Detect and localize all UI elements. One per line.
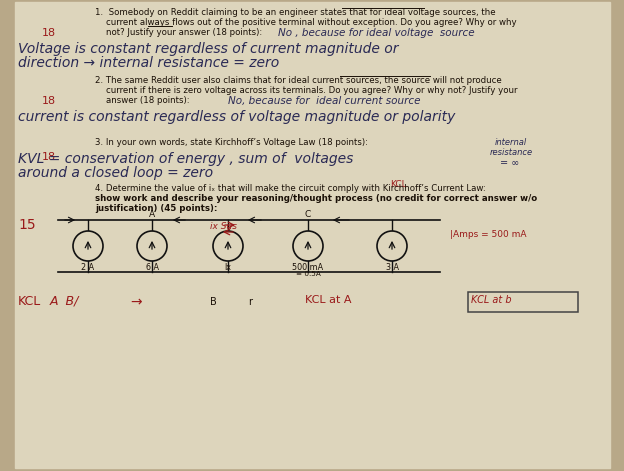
Text: |Amps = 500 mA: |Amps = 500 mA bbox=[450, 230, 527, 239]
Text: = 0.5A: = 0.5A bbox=[296, 271, 321, 277]
Text: direction → internal resistance = zero: direction → internal resistance = zero bbox=[18, 56, 280, 70]
Text: 15: 15 bbox=[18, 218, 36, 232]
Circle shape bbox=[293, 231, 323, 261]
Text: current always flows out of the positive terminal without exception. Do you agre: current always flows out of the positive… bbox=[95, 18, 517, 27]
Text: justification) (45 points):: justification) (45 points): bbox=[95, 204, 217, 213]
Text: 2. The same Reddit user also claims that for ideal current sources, the source w: 2. The same Reddit user also claims that… bbox=[95, 76, 502, 85]
Text: internal: internal bbox=[495, 138, 527, 147]
Text: 3 A: 3 A bbox=[386, 263, 399, 272]
Text: No , because for ideal voltage  source: No , because for ideal voltage source bbox=[278, 28, 475, 38]
Text: C: C bbox=[305, 210, 311, 219]
Text: Ix: Ix bbox=[225, 263, 232, 272]
Text: = ∞: = ∞ bbox=[500, 158, 519, 168]
Text: show work and describe your reasoning/thought process (no credit for correct ans: show work and describe your reasoning/th… bbox=[95, 194, 537, 203]
Text: KVL = conservation of energy , sum of  voltages: KVL = conservation of energy , sum of vo… bbox=[18, 152, 353, 166]
Text: 2 A: 2 A bbox=[82, 263, 95, 272]
Text: 18: 18 bbox=[42, 96, 56, 106]
Circle shape bbox=[73, 231, 103, 261]
Circle shape bbox=[213, 231, 243, 261]
Text: not? Justify your answer (18 points):: not? Justify your answer (18 points): bbox=[95, 28, 262, 37]
Text: current is constant regardless of voltage magnitude or polarity: current is constant regardless of voltag… bbox=[18, 110, 456, 124]
Text: A  B/: A B/ bbox=[50, 295, 79, 308]
Text: 4. Determine the value of iₓ that will make the circuit comply with Kirchhoff’s : 4. Determine the value of iₓ that will m… bbox=[95, 184, 485, 193]
Text: No, because for  ideal current source: No, because for ideal current source bbox=[228, 96, 421, 106]
Text: →: → bbox=[130, 295, 142, 309]
Text: around a closed loop = zero: around a closed loop = zero bbox=[18, 166, 213, 180]
Text: 6 A: 6 A bbox=[145, 263, 158, 272]
Text: A: A bbox=[149, 210, 155, 219]
Text: ix Sus: ix Sus bbox=[210, 222, 237, 231]
Text: answer (18 points):: answer (18 points): bbox=[95, 96, 190, 105]
Text: resistance: resistance bbox=[490, 148, 533, 157]
Text: B: B bbox=[210, 297, 217, 307]
Text: Voltage is constant regardless of current magnitude or: Voltage is constant regardless of curren… bbox=[18, 42, 399, 56]
Bar bbox=[468, 292, 578, 312]
Text: KCL at A: KCL at A bbox=[305, 295, 351, 305]
Text: 1.  Somebody on Reddit claiming to be an engineer states that for ideal voltage : 1. Somebody on Reddit claiming to be an … bbox=[95, 8, 495, 17]
Circle shape bbox=[137, 231, 167, 261]
Text: 500 mA: 500 mA bbox=[293, 263, 324, 272]
Text: 18: 18 bbox=[42, 152, 56, 162]
Text: 3. In your own words, state Kirchhoff’s Voltage Law (18 points):: 3. In your own words, state Kirchhoff’s … bbox=[95, 138, 368, 147]
Text: current if there is zero voltage across its terminals. Do you agree? Why or why : current if there is zero voltage across … bbox=[95, 86, 517, 95]
Text: 18: 18 bbox=[42, 28, 56, 38]
Circle shape bbox=[377, 231, 407, 261]
Text: KCL at b: KCL at b bbox=[471, 295, 512, 305]
Text: KCL: KCL bbox=[390, 180, 407, 189]
Text: KCL: KCL bbox=[18, 295, 41, 308]
Text: r: r bbox=[248, 297, 252, 307]
